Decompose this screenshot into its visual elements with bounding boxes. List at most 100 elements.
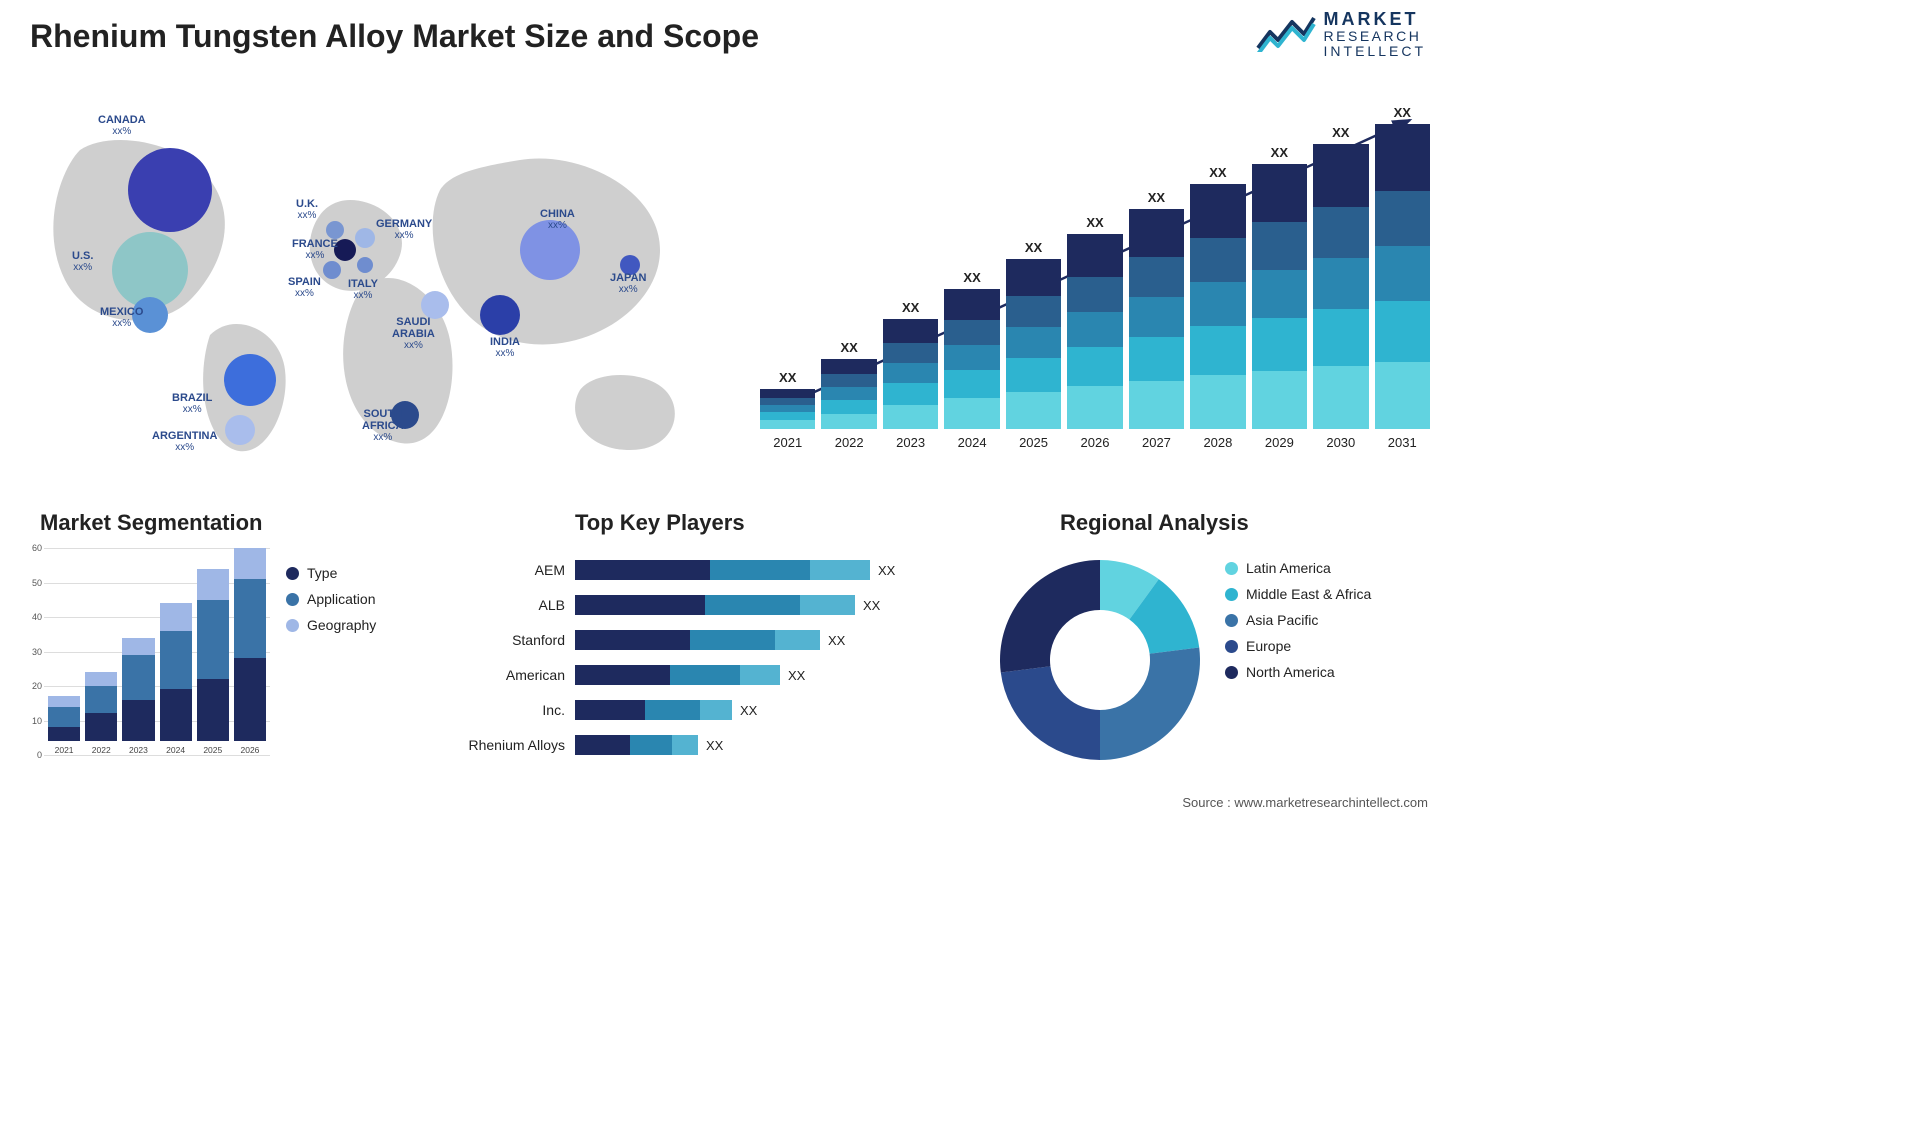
segmentation-ytick: 40 (32, 612, 42, 622)
player-name: Inc. (440, 702, 575, 718)
growth-bar-segment (1129, 337, 1184, 381)
growth-bar-segment (1067, 386, 1122, 429)
growth-bar-segment (944, 370, 999, 398)
map-country-marker (326, 221, 344, 239)
growth-bar-segment (1067, 312, 1122, 347)
growth-bar-segment (760, 405, 815, 412)
growth-bar-segment (1252, 318, 1307, 371)
legend-swatch-icon (286, 567, 299, 580)
segmentation-bar-segment (122, 700, 154, 741)
growth-bar: XX2031 (1375, 105, 1430, 450)
player-name: American (440, 667, 575, 683)
growth-bar-segment (1190, 238, 1245, 282)
segmentation-bar-segment (160, 603, 192, 631)
growth-bar-segment (944, 398, 999, 429)
section-title-regional: Regional Analysis (1060, 510, 1249, 536)
player-row: Inc. XX (440, 695, 960, 725)
segmentation-bar-segment (48, 707, 80, 728)
player-value: XX (740, 703, 757, 718)
growth-bar-value: XX (1209, 165, 1226, 180)
legend-swatch-icon (286, 619, 299, 632)
growth-bar-segment (821, 414, 876, 429)
segmentation-legend: TypeApplicationGeography (286, 565, 376, 643)
growth-bar-segment (821, 387, 876, 400)
brand-logo-text-2: RESEARCH (1324, 29, 1426, 44)
legend-item: Middle East & Africa (1225, 586, 1371, 602)
segmentation-bar-segment (48, 727, 80, 741)
growth-bar-segment (883, 363, 938, 383)
growth-bar-segment (821, 400, 876, 414)
legend-item: Latin America (1225, 560, 1371, 576)
legend-swatch-icon (1225, 640, 1238, 653)
map-country-marker (225, 415, 255, 445)
map-country-marker (132, 297, 168, 333)
growth-bar-segment (1129, 381, 1184, 429)
segmentation-bar-segment (197, 679, 229, 741)
player-bar (575, 665, 780, 685)
player-value: XX (788, 668, 805, 683)
segmentation-ytick: 0 (37, 750, 42, 760)
player-bar-segment (775, 630, 820, 650)
segmentation-bar-segment (160, 631, 192, 690)
growth-bar-segment (1190, 184, 1245, 238)
player-row: ALBXX (440, 590, 960, 620)
player-bar-segment (705, 595, 800, 615)
segmentation-bar-segment (48, 696, 80, 706)
legend-swatch-icon (286, 593, 299, 606)
player-bar-segment (670, 665, 740, 685)
growth-bar-segment (760, 420, 815, 429)
segmentation-bar-segment (122, 638, 154, 655)
growth-bar-value: XX (1025, 240, 1042, 255)
player-name: Stanford (440, 632, 575, 648)
player-row: American XX (440, 660, 960, 690)
legend-item: Application (286, 591, 376, 607)
growth-bar: XX2024 (944, 270, 999, 450)
legend-label: Latin America (1246, 560, 1331, 576)
growth-bar-value: XX (1332, 125, 1349, 140)
growth-bar-year: 2025 (1019, 435, 1048, 450)
segmentation-xlabel: 2023 (129, 745, 148, 755)
regional-donut (990, 550, 1210, 770)
player-row: StanfordXX (440, 625, 960, 655)
player-bar-segment (690, 630, 775, 650)
segmentation-bar-segment (160, 689, 192, 741)
growth-bar-segment (760, 398, 815, 405)
world-map: CANADAxx%U.S.xx%MEXICOxx%BRAZILxx%ARGENT… (20, 80, 720, 480)
growth-bar: XX2021 (760, 370, 815, 450)
growth-bar-year: 2022 (835, 435, 864, 450)
legend-swatch-icon (1225, 614, 1238, 627)
player-bar (575, 700, 732, 720)
brand-logo-icon (1256, 12, 1316, 57)
growth-bar-year: 2026 (1081, 435, 1110, 450)
growth-bar-segment (1375, 124, 1430, 191)
player-bar-segment (740, 665, 780, 685)
map-country-marker (480, 295, 520, 335)
growth-bar: XX 2030 (1313, 125, 1368, 450)
player-bar-segment (800, 595, 855, 615)
player-bar (575, 560, 870, 580)
player-bar-segment (810, 560, 870, 580)
donut-slice (1001, 666, 1100, 760)
player-name: ALB (440, 597, 575, 613)
player-row: AEMXX (440, 555, 960, 585)
growth-bar-segment (1313, 366, 1368, 429)
growth-bar-segment (1190, 375, 1245, 429)
legend-item: North America (1225, 664, 1371, 680)
brand-logo-text-3: INTELLECT (1324, 44, 1426, 59)
player-bar-segment (575, 595, 705, 615)
growth-bar-segment (1313, 309, 1368, 366)
legend-item: Geography (286, 617, 376, 633)
source-attribution: Source : www.marketresearchintellect.com (1182, 795, 1428, 810)
legend-swatch-icon (1225, 666, 1238, 679)
growth-bar-segment (883, 383, 938, 405)
map-country-marker (128, 148, 212, 232)
legend-label: Geography (307, 617, 376, 633)
player-name: Rhenium Alloys (440, 737, 575, 753)
growth-bar-segment (1190, 326, 1245, 375)
growth-bar-segment (1067, 277, 1122, 312)
growth-bar-year: 2028 (1203, 435, 1232, 450)
growth-bar-segment (944, 345, 999, 370)
player-row: Rhenium AlloysXX (440, 730, 960, 760)
growth-bar-segment (821, 374, 876, 387)
growth-bar-year: 2030 (1326, 435, 1355, 450)
